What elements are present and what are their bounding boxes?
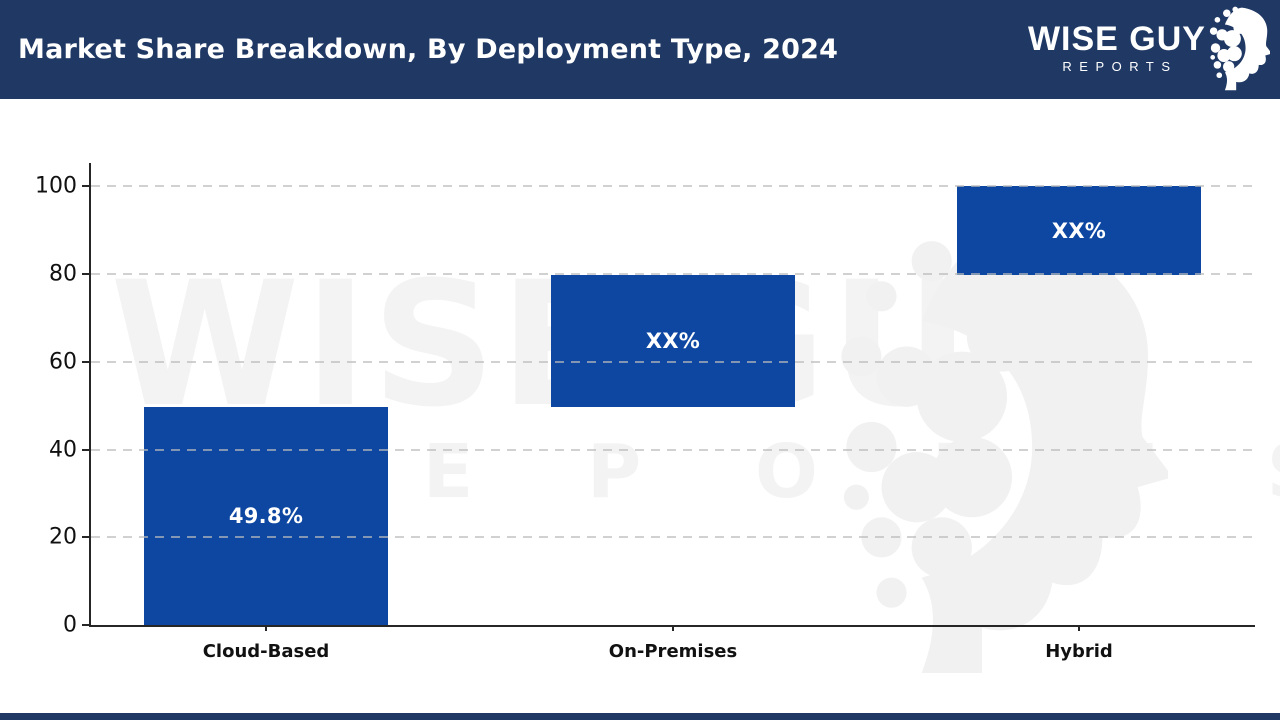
watermark-text-line1: WISE GU [110,244,974,445]
plot-area: 0 20 40 60 80 100 49.8% Cloud-Based XX% On-Premis… [35,163,1255,662]
logo-brand-name: WISE GUY [1027,20,1206,58]
wiseguy-logo: WISE GUY REPORTS [1028,4,1270,92]
y-axis-label-100: 100 [35,173,77,199]
x-axis-label-2: Hybrid [1045,641,1113,662]
waterfall-bar-cloud-based: 49.8% [144,406,388,625]
x-axis-label-1: On-Premises [608,641,738,662]
gridline-y-60 [91,360,1255,363]
y-axis-label-20: 20 [49,524,77,550]
waterfall-bar-on-premises: XX% [551,274,795,407]
bar-value-label: XX% [1051,218,1107,243]
y-axis-tick-80 [82,273,90,276]
waterfall-bar-hybrid: XX% [957,186,1201,275]
wiseguy-logo-text: WISE GUY REPORTS [1028,22,1206,73]
footer-bar [0,713,1280,720]
gridline-y-40 [91,448,1255,451]
y-axis-label-80: 80 [49,261,77,287]
gridline-y-100 [91,185,1255,188]
y-axis-tick-40 [82,448,90,451]
y-axis-tick-100 [82,185,90,188]
wiseguy-face-icon [1209,6,1270,91]
y-axis-tick-0 [82,624,90,626]
y-axis-label-0: 0 [63,612,77,638]
y-axis-label-60: 60 [49,349,77,375]
watermark-face-icon [841,226,1168,673]
x-axis-tick-1 [672,625,674,631]
bar-value-label: XX% [645,328,701,353]
logo-brand-subtitle: REPORTS [1062,59,1178,74]
header-bar: Market Share Breakdown, By Deployment Ty… [0,0,1280,99]
gridline-y-80 [91,273,1255,276]
chart-canvas: WISE GU R E P O R T S 0 20 40 60 80 100 49.8% C… [0,99,1280,713]
y-axis-tick-60 [82,360,90,363]
y-axis-label-40: 40 [49,437,77,463]
bar-value-label: 49.8% [228,503,304,528]
y-axis-tick-20 [82,536,90,539]
x-axis-tick-0 [265,625,267,631]
page-title: Market Share Breakdown, By Deployment Ty… [18,34,839,65]
x-axis-tick-2 [1078,625,1080,631]
gridline-y-20 [91,536,1255,539]
x-axis-label-0: Cloud-Based [202,641,330,662]
